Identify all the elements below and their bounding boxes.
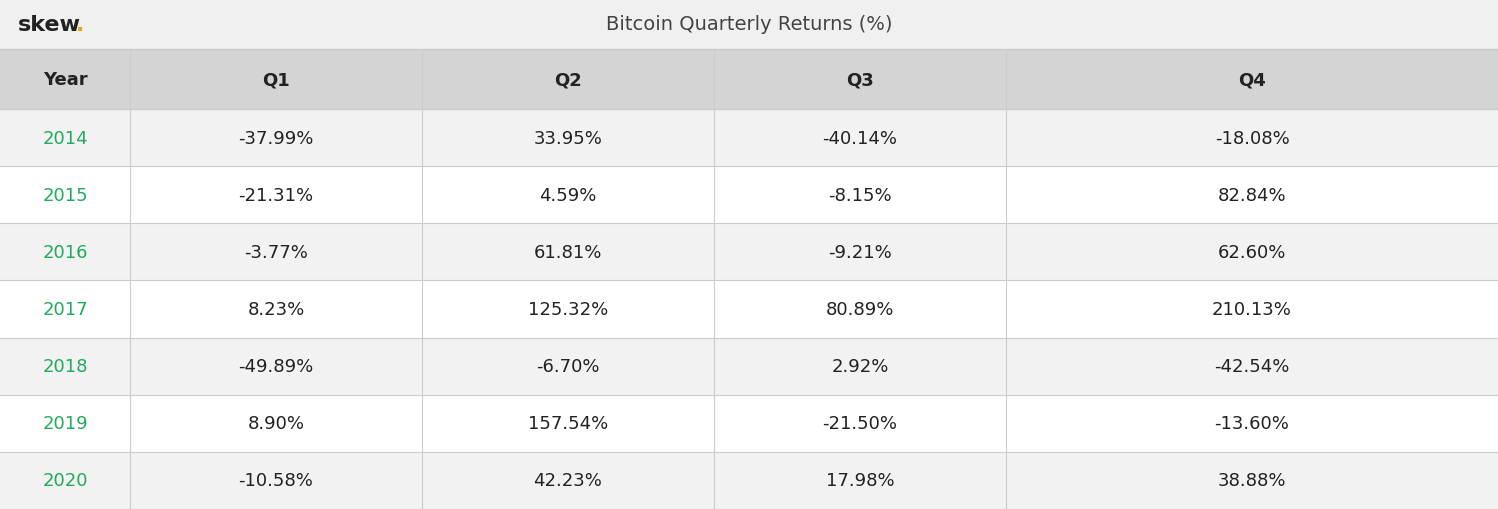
Text: 2.92%: 2.92% bbox=[831, 357, 888, 376]
Text: -8.15%: -8.15% bbox=[828, 186, 891, 204]
Text: Q3: Q3 bbox=[846, 71, 873, 89]
Text: skew: skew bbox=[18, 15, 81, 35]
Bar bbox=[1007, 224, 1498, 281]
Text: Q1: Q1 bbox=[262, 71, 291, 89]
Text: Year: Year bbox=[42, 71, 87, 89]
Bar bbox=[715, 452, 1007, 509]
Bar bbox=[0, 167, 130, 224]
Text: -49.89%: -49.89% bbox=[238, 357, 313, 376]
Bar bbox=[130, 110, 422, 167]
Bar bbox=[422, 50, 715, 110]
Bar bbox=[130, 281, 422, 338]
Bar bbox=[422, 395, 715, 452]
Text: 210.13%: 210.13% bbox=[1212, 300, 1291, 318]
Bar bbox=[715, 224, 1007, 281]
Text: 38.88%: 38.88% bbox=[1218, 471, 1287, 490]
Bar bbox=[422, 281, 715, 338]
Text: -13.60%: -13.60% bbox=[1215, 414, 1290, 433]
Bar bbox=[0, 452, 130, 509]
Bar bbox=[422, 224, 715, 281]
Bar bbox=[1007, 167, 1498, 224]
Text: -3.77%: -3.77% bbox=[244, 243, 309, 261]
Text: Bitcoin Quarterly Returns (%): Bitcoin Quarterly Returns (%) bbox=[605, 15, 893, 35]
Text: 2019: 2019 bbox=[42, 414, 88, 433]
Bar bbox=[0, 338, 130, 395]
Bar bbox=[0, 281, 130, 338]
Text: -9.21%: -9.21% bbox=[828, 243, 891, 261]
Text: 2017: 2017 bbox=[42, 300, 88, 318]
Text: 82.84%: 82.84% bbox=[1218, 186, 1287, 204]
Text: 8.90%: 8.90% bbox=[247, 414, 304, 433]
Text: 2018: 2018 bbox=[42, 357, 88, 376]
Bar bbox=[1007, 338, 1498, 395]
Text: -37.99%: -37.99% bbox=[238, 129, 313, 147]
Text: -21.31%: -21.31% bbox=[238, 186, 313, 204]
Text: -21.50%: -21.50% bbox=[822, 414, 897, 433]
Text: 62.60%: 62.60% bbox=[1218, 243, 1287, 261]
Bar bbox=[1007, 281, 1498, 338]
Text: -6.70%: -6.70% bbox=[536, 357, 599, 376]
Text: -18.08%: -18.08% bbox=[1215, 129, 1290, 147]
Text: 8.23%: 8.23% bbox=[247, 300, 304, 318]
Text: 17.98%: 17.98% bbox=[825, 471, 894, 490]
Bar bbox=[130, 452, 422, 509]
Bar bbox=[422, 452, 715, 509]
Bar bbox=[715, 110, 1007, 167]
Bar bbox=[130, 338, 422, 395]
Bar bbox=[1007, 452, 1498, 509]
Text: 4.59%: 4.59% bbox=[539, 186, 596, 204]
Text: .: . bbox=[76, 15, 84, 35]
Bar bbox=[130, 167, 422, 224]
Text: 61.81%: 61.81% bbox=[533, 243, 602, 261]
Bar bbox=[0, 224, 130, 281]
Text: 80.89%: 80.89% bbox=[825, 300, 894, 318]
Bar bbox=[0, 395, 130, 452]
Bar bbox=[0, 50, 130, 110]
Text: -10.58%: -10.58% bbox=[238, 471, 313, 490]
Bar bbox=[715, 338, 1007, 395]
Bar bbox=[1007, 50, 1498, 110]
Text: -40.14%: -40.14% bbox=[822, 129, 897, 147]
Text: 125.32%: 125.32% bbox=[527, 300, 608, 318]
Bar bbox=[422, 167, 715, 224]
Bar bbox=[422, 338, 715, 395]
Bar bbox=[715, 281, 1007, 338]
Text: 2016: 2016 bbox=[42, 243, 88, 261]
Text: 2014: 2014 bbox=[42, 129, 88, 147]
Bar bbox=[130, 224, 422, 281]
Bar bbox=[715, 167, 1007, 224]
Bar bbox=[715, 395, 1007, 452]
Text: 157.54%: 157.54% bbox=[527, 414, 608, 433]
Bar bbox=[0, 110, 130, 167]
Bar bbox=[130, 50, 422, 110]
Bar bbox=[1007, 110, 1498, 167]
Bar bbox=[1007, 395, 1498, 452]
Bar bbox=[130, 395, 422, 452]
Text: 33.95%: 33.95% bbox=[533, 129, 602, 147]
Text: Q4: Q4 bbox=[1239, 71, 1266, 89]
Bar bbox=[715, 50, 1007, 110]
Text: Q2: Q2 bbox=[554, 71, 581, 89]
Text: 2015: 2015 bbox=[42, 186, 88, 204]
Text: -42.54%: -42.54% bbox=[1215, 357, 1290, 376]
Bar bbox=[422, 110, 715, 167]
Text: 42.23%: 42.23% bbox=[533, 471, 602, 490]
Text: 2020: 2020 bbox=[42, 471, 88, 490]
